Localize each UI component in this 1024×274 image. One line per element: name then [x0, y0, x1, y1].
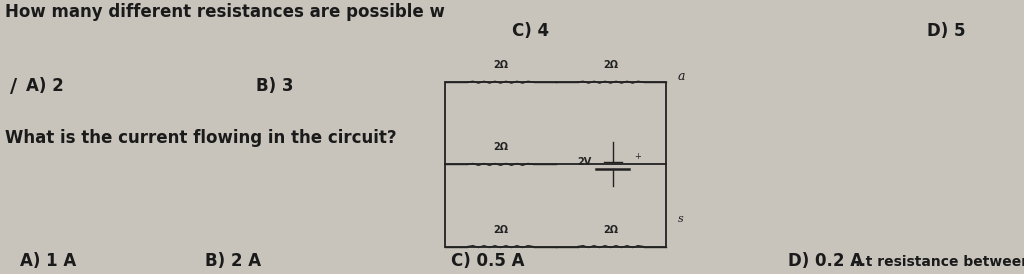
Text: /: /: [10, 77, 17, 96]
Text: 2Ω: 2Ω: [493, 142, 508, 153]
Text: B) 2 A: B) 2 A: [205, 252, 261, 270]
Text: 2Ω: 2Ω: [603, 60, 618, 70]
Text: What is the current flowing in the circuit?: What is the current flowing in the circu…: [5, 129, 396, 147]
Text: 2Ω: 2Ω: [493, 225, 508, 235]
Text: a: a: [678, 70, 685, 83]
Text: How many different resistances are possible w: How many different resistances are possi…: [5, 3, 445, 21]
Text: s: s: [678, 214, 684, 224]
Text: 2V: 2V: [577, 157, 591, 167]
Text: C) 4: C) 4: [512, 22, 549, 40]
Text: B) 3: B) 3: [256, 77, 294, 95]
Text: D) 0.2 A: D) 0.2 A: [788, 252, 863, 270]
Text: C) 0.5 A: C) 0.5 A: [451, 252, 524, 270]
Text: A) 1 A: A) 1 A: [20, 252, 77, 270]
Bar: [445, 82, 666, 247]
Text: 2Ω: 2Ω: [493, 60, 508, 70]
Text: +: +: [634, 152, 641, 161]
Text: D) 5: D) 5: [927, 22, 966, 40]
Text: A) 2: A) 2: [26, 77, 63, 95]
Text: 2Ω: 2Ω: [603, 225, 618, 235]
Text: ...t resistance between A: ...t resistance between A: [850, 255, 1024, 269]
